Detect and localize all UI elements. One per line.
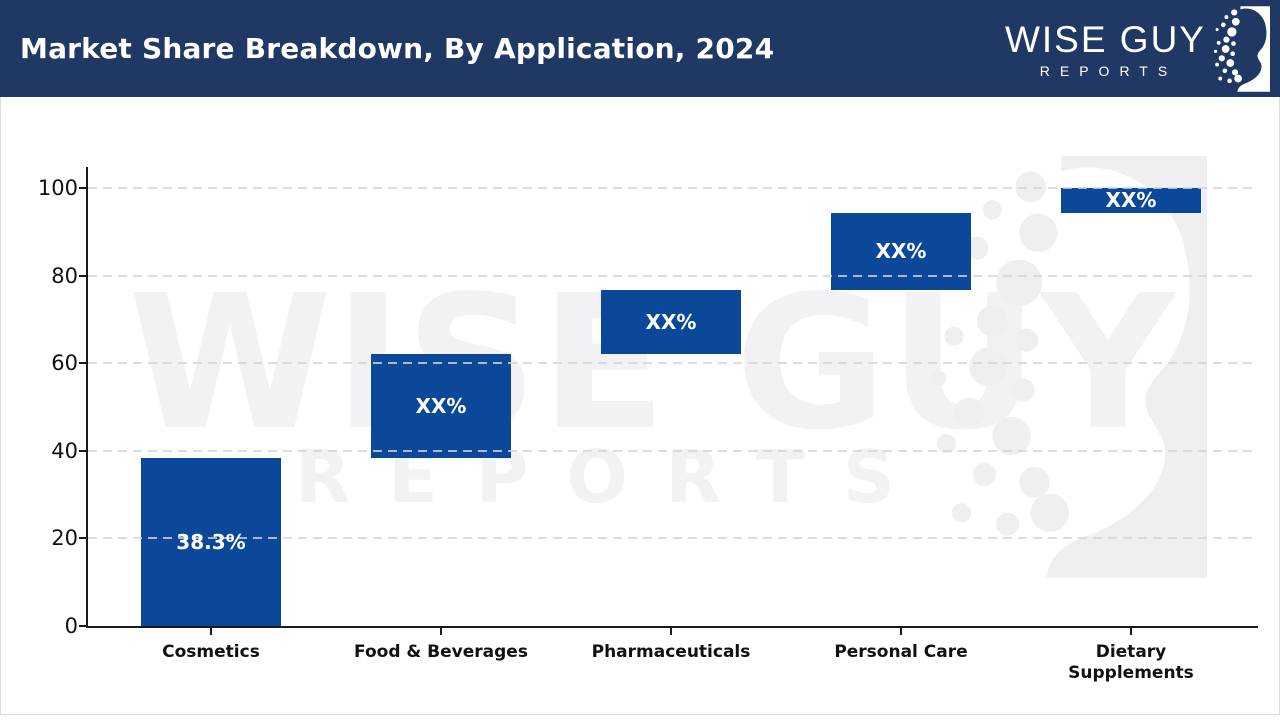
x-tick-label-pharmaceuticals: Pharmaceuticals: [591, 642, 751, 662]
logo-reports-text: REPORTS: [1039, 62, 1178, 79]
y-tick-80: [79, 274, 86, 277]
x-axis-line: [86, 626, 1258, 628]
bar-food-beverages: [371, 354, 511, 459]
x-tick-label-food-beverages: Food & Beverages: [354, 642, 528, 662]
y-tick-20: [79, 537, 86, 540]
header-bar: Market Share Breakdown, By Application, …: [0, 0, 1280, 97]
x-tick-label-cosmetics: Cosmetics: [162, 642, 260, 662]
gridline-100: [88, 187, 1256, 189]
bar-personal-care: [831, 212, 971, 291]
x-tick-personal-care: [900, 628, 902, 635]
y-tick-label-40: 40: [51, 438, 78, 463]
y-tick-40: [79, 449, 86, 452]
x-tick-pharmaceuticals: [670, 628, 672, 635]
wiseguy-logo: WISE GUY REPORTS: [1005, 4, 1270, 94]
gridline-60: [88, 362, 1256, 365]
logo-wise-guy-text: WISE GUY: [1004, 18, 1206, 60]
y-tick-label-20: 20: [51, 526, 78, 551]
gridline-80: [88, 274, 1256, 277]
y-tick-label-100: 100: [37, 176, 78, 200]
y-tick-label-0: 0: [64, 614, 78, 638]
bar-cosmetics: [141, 458, 281, 626]
gridline-40: [88, 449, 1256, 452]
x-tick-cosmetics: [210, 628, 212, 635]
bar-dietary-supplements: [1061, 188, 1201, 213]
y-tick-100: [79, 187, 86, 189]
x-tick-food-beverages: [440, 628, 442, 635]
x-tick-dietary-supplements: [1130, 628, 1132, 635]
watermark-dotted-face-icon: [931, 156, 1207, 578]
logo-text: WISE GUY REPORTS: [1004, 18, 1206, 79]
y-axis-line: [86, 167, 88, 628]
bar-pharmaceuticals: [601, 290, 741, 355]
plot-area: 38.3% XX% XX% XX% XX% 0 20 40 60 80 100 Cosmetics Fo…: [0, 97, 1280, 720]
y-tick-label-60: 60: [51, 351, 78, 376]
dotted-face-icon: [1214, 6, 1270, 92]
chart-area: WISE GUY REPORTS 38.3%XX%XX%XX%XX: [0, 97, 1280, 720]
chart-title: Market Share Breakdown, By Application, …: [20, 32, 775, 65]
y-tick-0: [79, 625, 86, 627]
x-tick-label-dietary-supplements: Dietary Supplements: [1068, 642, 1194, 683]
y-tick-60: [79, 362, 86, 365]
y-tick-label-80: 80: [51, 263, 78, 288]
x-tick-label-personal-care: Personal Care: [834, 642, 968, 662]
gridline-20: [88, 537, 1256, 540]
